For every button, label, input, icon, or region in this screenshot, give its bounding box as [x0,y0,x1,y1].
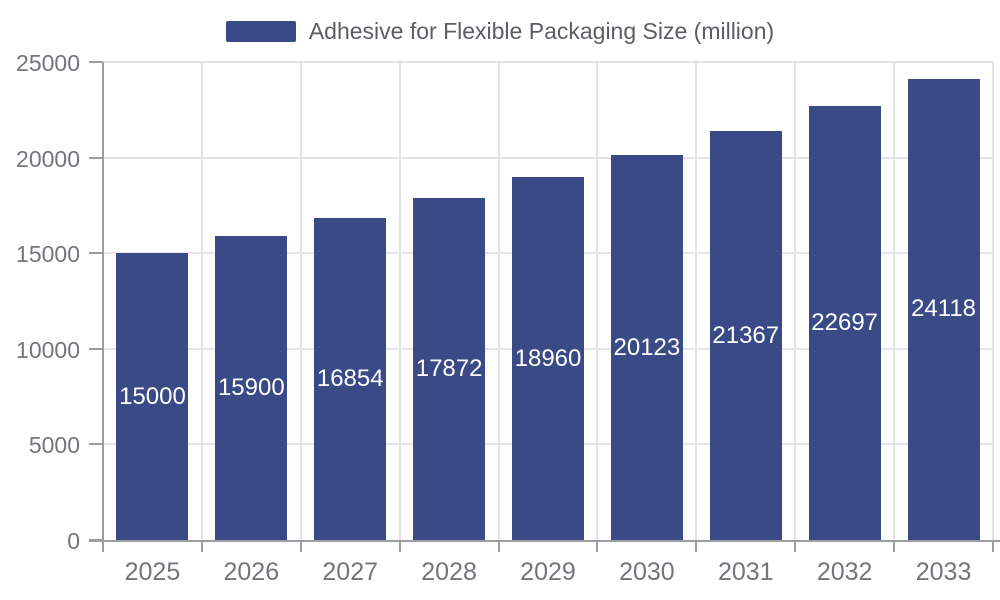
x-axis-tick [102,540,104,552]
bar[interactable] [907,78,980,540]
bar[interactable] [512,177,584,540]
gridline-vertical [200,62,203,540]
y-axis-tick [89,539,103,541]
x-axis-tick-label: 2025 [124,558,181,586]
bar[interactable] [413,198,486,540]
gridline-vertical [299,62,302,540]
legend-item[interactable]: Adhesive for Flexible Packaging Size (mi… [0,18,1000,44]
bar[interactable] [808,106,881,540]
legend-swatch [225,20,296,42]
y-axis-tick-label: 15000 [16,241,80,268]
bar-value-label: 17872 [415,355,483,383]
bar-value-label: 15000 [119,382,186,410]
y-axis-tick [89,443,103,446]
y-axis-tick-label: 25000 [16,50,80,76]
gridline-vertical [398,62,401,540]
x-axis-tick-label: 2026 [223,558,280,586]
x-axis-tick-label: 2027 [322,558,379,586]
bar-value-label: 21367 [712,321,780,349]
y-axis-tick-label: 10000 [16,336,80,363]
x-axis-tick-label: 2028 [421,558,477,586]
x-axis-line [89,540,1000,542]
y-axis-tick [89,61,103,63]
y-axis-tick-label: 5000 [28,432,80,459]
legend-label: Adhesive for Flexible Packaging Size (mi… [308,18,775,44]
bar[interactable] [116,253,189,540]
x-axis-tick [992,540,994,552]
x-axis-tick [794,540,797,552]
x-axis-tick-label: 2031 [717,558,774,586]
bar-value-label: 15900 [217,373,285,401]
bar-value-label: 22697 [811,309,879,337]
bar-value-label: 18960 [514,344,582,372]
bar[interactable] [610,155,683,540]
x-axis-tick-label: 2030 [619,558,675,586]
gridline-horizontal [103,61,993,63]
x-axis-tick-label: 2033 [915,558,972,586]
gridline-vertical [992,62,994,540]
bar[interactable] [215,235,288,540]
x-axis-tick [695,540,698,552]
y-axis-tick [89,156,103,159]
gridline-vertical [794,62,797,540]
x-axis-tick-label: 2029 [520,558,576,586]
y-axis-tick-label: 0 [67,528,80,554]
bar-value-label: 24118 [911,295,977,323]
x-axis-tick [299,540,302,552]
gridline-vertical [893,62,896,540]
x-axis-tick [497,540,500,552]
bar[interactable] [314,217,387,540]
bar-value-label: 16854 [316,364,384,392]
gridline-vertical [596,62,599,540]
x-axis-tick [596,540,599,552]
y-axis-tick-label: 20000 [16,145,80,172]
bar-value-label: 20123 [613,333,681,361]
gridline-vertical [695,62,698,540]
y-axis-line [102,62,104,552]
x-axis-tick [398,540,401,552]
y-axis-tick [89,347,103,350]
x-axis-tick [200,540,203,552]
bar[interactable] [709,131,782,540]
x-axis-tick-label: 2032 [816,558,873,586]
gridline-horizontal [103,156,993,159]
x-axis-tick [893,540,896,552]
y-axis-tick [89,252,103,255]
gridline-vertical [497,62,500,540]
